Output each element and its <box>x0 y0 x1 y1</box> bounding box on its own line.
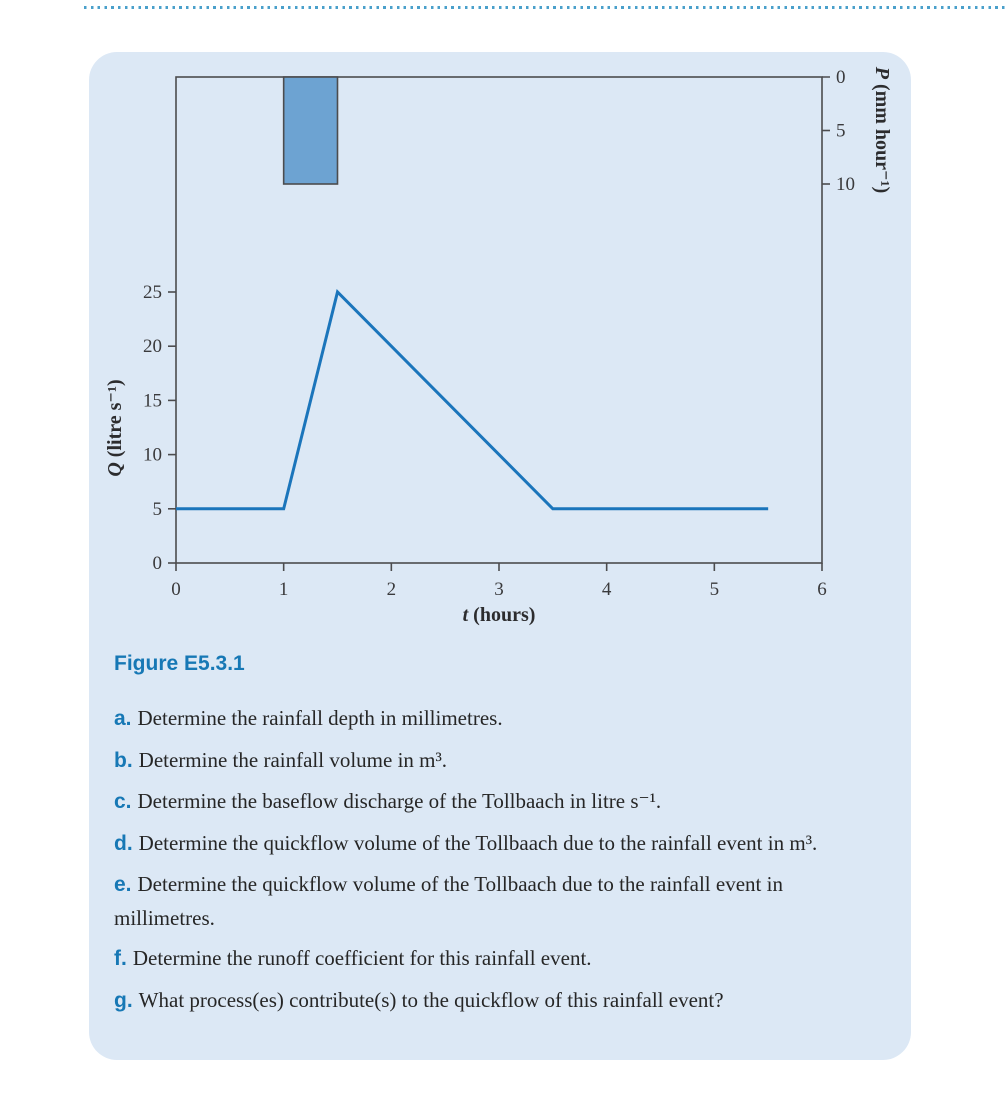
y-right-axis-tick-label: 5 <box>836 121 846 142</box>
dotted-divider <box>84 6 1008 9</box>
question-text: Determine the rainfall depth in millimet… <box>137 706 503 730</box>
exercise-panel: 0 1 2 3 4 5 6 0 5 10 15 20 25 0 5 10 t (hours) Q (litre s… <box>89 52 911 1060</box>
question-text: What process(es) contribute(s) to the qu… <box>138 987 724 1012</box>
hydrograph-line <box>176 289 769 511</box>
question-letter: g. <box>114 988 133 1012</box>
hydrograph-hyetograph-chart: 0 1 2 3 4 5 6 0 5 10 15 20 25 0 5 10 t (hours) Q (litre s… <box>104 66 893 626</box>
question-list: a. Determine the rainfall depth in millim… <box>114 702 869 1017</box>
question-item: e. Determine the quickflow volume of the … <box>114 868 869 934</box>
y-left-axis-tick-label: 20 <box>143 336 162 357</box>
x-axis-tick-label: 4 <box>602 579 612 600</box>
question-letter: f. <box>114 947 127 971</box>
y-left-axis-tick-label: 0 <box>153 553 163 574</box>
plot-frame <box>175 76 823 564</box>
question-letter: a. <box>114 707 132 730</box>
question-item: g. What process(es) contribute(s) to the … <box>114 984 869 1018</box>
question-text: Determine the quickflow volume of the To… <box>114 872 783 930</box>
x-axis-tick-label: 6 <box>817 579 827 600</box>
y-left-axis-tick-label: 10 <box>143 445 162 466</box>
y-right-axis-label: P (mm hour⁻¹) <box>871 66 893 194</box>
x-axis-tick-label: 2 <box>387 579 397 600</box>
figure-caption: Figure E5.3.1 <box>114 652 245 675</box>
y-left-axis-tick-label: 15 <box>143 390 162 411</box>
question-letter: e. <box>114 873 132 897</box>
question-item: c. Determine the baseflow discharge of th… <box>114 785 869 819</box>
question-item: a. Determine the rainfall depth in millim… <box>114 702 869 736</box>
question-text: Determine the quickflow volume of the To… <box>138 830 818 855</box>
question-letter: c. <box>114 790 132 814</box>
question-text: Determine the rainfall volume in m³. <box>138 747 448 772</box>
x-axis-tick-label: 5 <box>710 579 720 600</box>
x-axis-label: t (hours) <box>463 604 536 626</box>
y-left-axis-tick-label: 5 <box>153 499 163 520</box>
y-right-axis-tick-label: 0 <box>836 67 846 88</box>
x-axis-tick-label: 0 <box>171 579 181 600</box>
question-item: d. Determine the quickflow volume of the … <box>114 827 869 861</box>
y-left-axis-tick-label: 25 <box>143 282 162 303</box>
question-text: Determine the runoff coefficient for thi… <box>132 946 592 971</box>
question-letter: b. <box>114 748 133 772</box>
y-right-axis-tick-label: 10 <box>836 174 855 195</box>
question-letter: d. <box>114 831 133 855</box>
x-axis-tick-label: 1 <box>279 579 289 600</box>
y-left-axis-label: Q (litre s⁻¹) <box>104 379 126 476</box>
rainfall-bar <box>282 76 339 185</box>
question-text: Determine the baseflow discharge of the … <box>137 789 662 814</box>
question-item: b. Determine the rainfall volume in m³. <box>114 744 869 778</box>
x-axis-tick-label: 3 <box>494 579 504 600</box>
question-item: f. Determine the runoff coefficient for t… <box>114 942 869 976</box>
